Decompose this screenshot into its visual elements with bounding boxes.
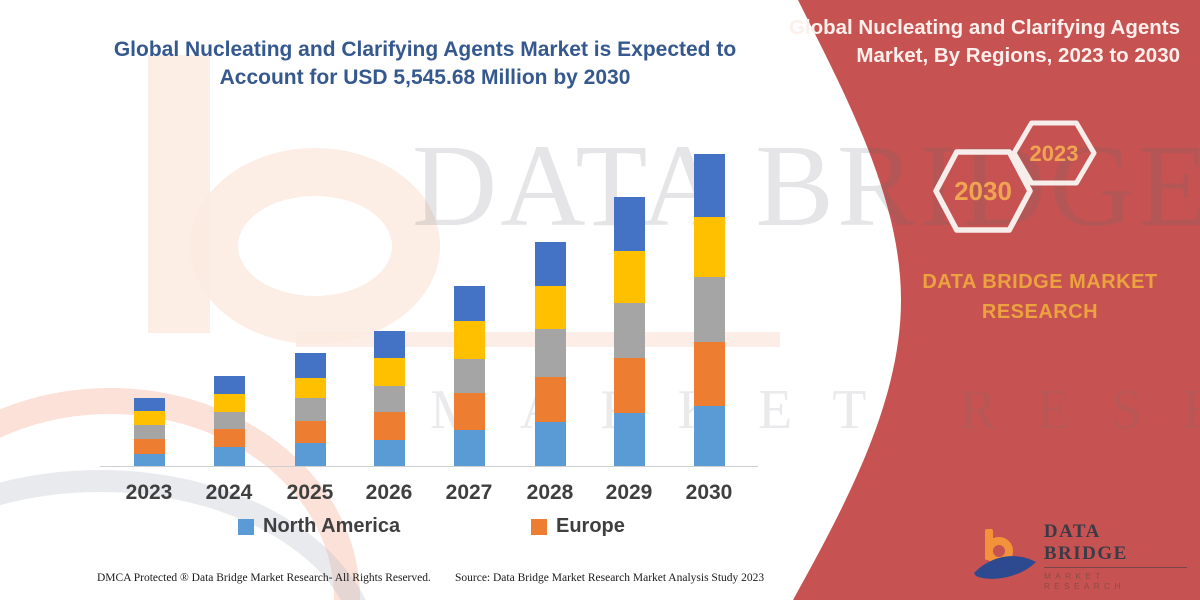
source-note: Source: Data Bridge Market Research Mark… xyxy=(455,572,765,584)
logo-brand-text: DATA BRIDGE xyxy=(1043,521,1187,568)
logo-text-block: DATA BRIDGE MARKET RESEARCH xyxy=(1043,521,1187,591)
bar-segment xyxy=(534,376,566,422)
x-axis-label: 2023 xyxy=(125,481,173,504)
bar-segment xyxy=(213,447,245,466)
banner-title-line2: Market, By Regions, 2023 to 2030 xyxy=(856,44,1180,67)
bar-2027 xyxy=(453,286,485,466)
banner-brand-text: DATA BRIDGE MARKET RESEARCH xyxy=(905,267,1175,327)
bar-segment xyxy=(613,358,645,413)
x-axis-label: 2026 xyxy=(365,481,413,504)
hexagon-2030-icon xyxy=(933,149,1033,233)
banner-brand-line2: RESEARCH xyxy=(981,301,1099,323)
logo-blue-swoosh xyxy=(974,556,1036,579)
banner-title-line1: Global Nucleating and Clarifying Agents xyxy=(788,16,1180,39)
bar-segment xyxy=(453,286,485,321)
bar-segment xyxy=(373,330,405,358)
pale-logo-stem-watermark xyxy=(148,55,210,333)
bar-segment xyxy=(693,405,725,466)
dmca-notice: DMCA Protected ® Data Bridge Market Rese… xyxy=(97,572,431,584)
bar-segment xyxy=(693,342,725,406)
bar-segment xyxy=(453,320,485,359)
bar-segment xyxy=(213,375,245,394)
x-axis-label: 2027 xyxy=(445,481,493,504)
x-axis-label: 2029 xyxy=(605,481,653,504)
legend-swatch-north-america xyxy=(238,518,254,535)
red-banner-path xyxy=(793,0,1200,600)
bar-segment xyxy=(534,421,566,466)
bar-segment xyxy=(373,385,405,412)
bar-segment xyxy=(534,286,566,329)
legend-swatch-europe xyxy=(531,518,547,535)
bar-segment xyxy=(693,277,725,343)
bar-segment xyxy=(453,358,485,394)
bar-segment xyxy=(133,411,165,425)
x-axis-labels-row: 2023 2024 2025 2026 2027 2028 2029 2030 xyxy=(100,481,760,509)
bar-segment xyxy=(373,440,405,466)
banner-brand-line1: DATA BRIDGE MARKET xyxy=(922,271,1158,293)
bar-segment xyxy=(373,411,405,441)
x-axis-line xyxy=(100,466,758,467)
bar-2029 xyxy=(613,196,645,466)
bar-2026 xyxy=(373,330,405,466)
bar-2023 xyxy=(133,398,165,466)
hexagon-2023-label: 2023 xyxy=(1030,141,1079,166)
hexagon-2023-icon xyxy=(1011,120,1097,186)
bar-segment xyxy=(693,154,725,218)
chart-title-line1: Global Nucleating and Clarifying Agents … xyxy=(113,38,737,61)
legend-item-europe: Europe xyxy=(531,515,625,538)
bar-segment xyxy=(613,251,645,303)
bar-segment xyxy=(213,428,245,448)
bar-segment xyxy=(453,430,485,466)
bar-2028 xyxy=(534,241,566,466)
stacked-bar-plot-area xyxy=(100,140,760,466)
bar-segment xyxy=(534,328,566,377)
bar-segment xyxy=(213,393,245,413)
legend-item-north-america: North America xyxy=(238,515,400,538)
bar-segment xyxy=(613,196,645,252)
bar-2025 xyxy=(294,352,326,466)
x-axis-label: 2030 xyxy=(685,481,733,504)
bar-segment xyxy=(133,398,165,412)
data-bridge-logo-icon xyxy=(974,529,1036,579)
bar-segment xyxy=(613,302,645,359)
bar-2030 xyxy=(693,154,725,466)
bar-2024 xyxy=(213,375,245,466)
data-bridge-logo: DATA BRIDGE MARKET RESEARCH xyxy=(972,521,1187,591)
bar-segment xyxy=(133,439,165,454)
bar-segment xyxy=(534,241,566,287)
bar-segment xyxy=(213,412,245,429)
logo-sub-text: MARKET RESEARCH xyxy=(1043,571,1125,591)
bar-segment xyxy=(613,412,645,466)
x-axis-label: 2025 xyxy=(286,481,334,504)
bar-segment xyxy=(294,397,326,422)
chart-title: Global Nucleating and Clarifying Agents … xyxy=(95,36,755,92)
bar-segment xyxy=(294,443,326,466)
bar-segment xyxy=(294,421,326,444)
bar-segment xyxy=(453,393,485,431)
banner-title: Global Nucleating and Clarifying Agents … xyxy=(700,14,1180,70)
year-hexagons-graphic: 2030 2023 xyxy=(933,120,1097,233)
legend-label-north-america: North America xyxy=(263,515,401,537)
legend-label-europe: Europe xyxy=(556,515,625,537)
chart-title-line2: Account for USD 5,545.68 Million by 2030 xyxy=(219,66,631,89)
bar-segment xyxy=(294,352,326,379)
bar-segment xyxy=(373,357,405,386)
bar-segment xyxy=(294,378,326,398)
x-axis-label: 2028 xyxy=(526,481,574,504)
x-axis-label: 2024 xyxy=(205,481,253,504)
bar-segment xyxy=(693,217,725,277)
bar-segment xyxy=(133,424,165,440)
hexagon-2030-label: 2030 xyxy=(954,176,1012,206)
bar-segment xyxy=(133,453,165,466)
